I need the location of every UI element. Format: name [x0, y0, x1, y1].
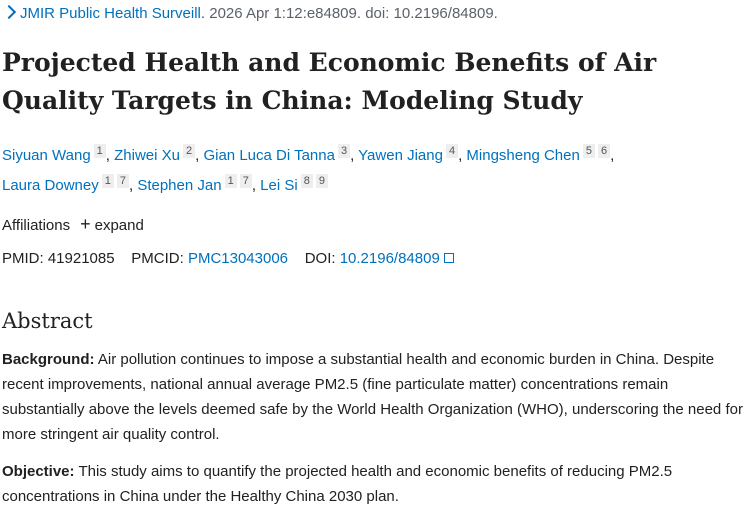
- author-link[interactable]: Yawen Jiang: [358, 147, 443, 164]
- affiliation-ref[interactable]: 4: [445, 144, 459, 158]
- author: Yawen Jiang 4: [358, 144, 462, 164]
- author-link[interactable]: Siyuan Wang: [2, 147, 91, 164]
- abstract-section: Objective: This study aims to quantify t…: [2, 459, 747, 509]
- affiliation-ref[interactable]: 9: [315, 174, 328, 188]
- affiliation-refs: 4: [443, 143, 459, 158]
- affiliation-ref[interactable]: 1: [93, 144, 106, 158]
- article-title: Projected Health and Economic Benefits o…: [2, 48, 657, 115]
- author-link[interactable]: Gian Luca Di Tanna: [203, 147, 335, 164]
- section-text: Air pollution continues to impose a subs…: [2, 351, 743, 443]
- affiliation-refs: 3: [335, 143, 351, 158]
- section-label: Background:: [2, 351, 95, 368]
- author-link[interactable]: Stephen Jan: [137, 177, 222, 194]
- abstract-heading: Abstract: [2, 309, 93, 333]
- affiliation-ref[interactable]: 1: [224, 174, 237, 188]
- affiliation-ref[interactable]: 6: [597, 144, 611, 158]
- doi-link[interactable]: 10.2196/84809: [339, 250, 440, 267]
- section-text: This study aims to quantify the projecte…: [2, 463, 673, 505]
- citation-details: 2026 Apr 1:12:e84809. doi: 10.2196/84809…: [209, 5, 498, 22]
- abstract-section: Background: Air pollution continues to i…: [2, 347, 747, 447]
- abstract-body: Background: Air pollution continues to i…: [2, 347, 747, 509]
- affiliation-ref[interactable]: 3: [337, 144, 351, 158]
- expand-toggle[interactable]: expand: [94, 217, 144, 234]
- author-link[interactable]: Zhiwei Xu: [114, 147, 180, 164]
- affiliation-ref[interactable]: 7: [116, 174, 129, 188]
- affiliation-refs: 1: [91, 143, 106, 158]
- affiliation-refs: 2: [180, 143, 196, 158]
- affiliations-label: Affiliations: [2, 217, 71, 234]
- author-link[interactable]: Laura Downey: [2, 177, 99, 194]
- affiliations-row: Affiliations + expand: [2, 214, 144, 234]
- author: Zhiwei Xu 2: [114, 144, 199, 164]
- author: Mingsheng Chen 5 6: [466, 144, 614, 164]
- affiliation-ref[interactable]: 7: [239, 174, 252, 188]
- ids-row: PMID: 41921085 PMCID: PMC13043006 DOI: 1…: [2, 249, 747, 269]
- author: Siyuan Wang 1: [2, 144, 110, 164]
- author-link[interactable]: Lei Si: [260, 177, 298, 194]
- author: Lei Si 8 9: [260, 174, 328, 194]
- pmcid-label: PMCID:: [131, 250, 184, 267]
- pmid: 41921085: [47, 250, 115, 267]
- section-label: Objective:: [2, 463, 75, 480]
- pmcid-link[interactable]: PMC13043006: [187, 250, 289, 267]
- pmid-label: PMID:: [2, 250, 44, 267]
- author: Stephen Jan 1 7: [137, 174, 256, 194]
- affiliation-ref[interactable]: 1: [101, 174, 114, 188]
- journal-link[interactable]: JMIR Public Health Surveill.: [20, 5, 206, 22]
- author: Laura Downey 1 7: [2, 174, 133, 194]
- affiliation-ref[interactable]: 5: [582, 144, 595, 158]
- author: Gian Luca Di Tanna 3: [203, 144, 354, 164]
- citation: JMIR Public Health Surveill. 2026 Apr 1:…: [1, 4, 747, 24]
- affiliation-ref[interactable]: 2: [183, 144, 196, 158]
- doi-label: DOI:: [304, 250, 336, 267]
- author-link[interactable]: Mingsheng Chen: [466, 147, 580, 164]
- affiliation-ref[interactable]: 8: [300, 174, 313, 188]
